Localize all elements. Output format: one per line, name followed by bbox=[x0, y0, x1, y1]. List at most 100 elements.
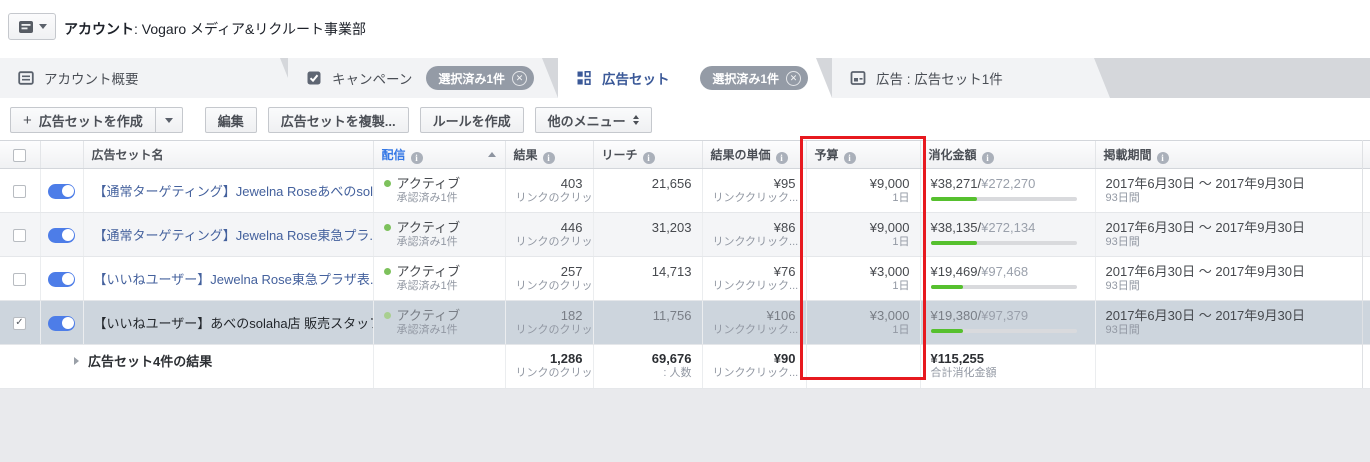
row-checkbox[interactable] bbox=[13, 185, 27, 199]
adset-name-link[interactable]: 【通常ターゲティング】Jewelna Roseあべのsol... bbox=[93, 184, 373, 199]
active-status-dot bbox=[383, 179, 391, 187]
schedule-duration: 93日間 bbox=[1105, 235, 1140, 248]
totals-reach: 69,676 bbox=[651, 351, 692, 366]
column-header-name[interactable]: 広告セット名 bbox=[83, 141, 374, 169]
results-type: リンクのクリック bbox=[515, 279, 593, 292]
approval-status: 承認済み1件 bbox=[396, 323, 458, 336]
more-menu-button[interactable]: 他のメニュー bbox=[534, 107, 652, 133]
top-bar: アカウント: Vogaro メディア&リクルート事業部 bbox=[0, 0, 1370, 58]
delivery-status: アクティブ bbox=[396, 263, 461, 279]
tab-account-overview[interactable]: アカウント概要 bbox=[0, 58, 296, 98]
edit-label: 編集 bbox=[217, 113, 244, 129]
duplicate-adset-button[interactable]: 広告セットを複製... bbox=[267, 107, 409, 133]
totals-spent: ¥115,255 bbox=[930, 351, 985, 366]
column-header-delivery[interactable]: 配信 bbox=[373, 141, 506, 169]
selected-count-badge[interactable]: 選択済み1件 ✕ bbox=[426, 66, 534, 90]
info-icon[interactable] bbox=[410, 151, 423, 164]
reach-value: 21,656 bbox=[651, 175, 692, 191]
create-rule-button[interactable]: ルールを作成 bbox=[419, 107, 524, 133]
chevron-down-icon bbox=[164, 117, 173, 123]
column-header-amount-spent[interactable]: 消化金額 bbox=[920, 141, 1096, 169]
spend-progress-fill bbox=[930, 328, 963, 333]
column-header-schedule[interactable]: 掲載期間 bbox=[1095, 141, 1370, 169]
info-icon[interactable] bbox=[775, 151, 788, 164]
edit-button[interactable]: 編集 bbox=[204, 107, 257, 133]
create-adset-label: 広告セットを作成 bbox=[38, 113, 143, 129]
budget-period: 1日 bbox=[892, 279, 910, 292]
schedule-dates: 2017年6月30日 ～ 2017年9月30日 bbox=[1105, 175, 1305, 191]
active-status-dot bbox=[383, 311, 391, 319]
tab-ads[interactable]: 広告 : 広告セット1件 bbox=[832, 58, 1110, 98]
deselect-close-icon[interactable]: ✕ bbox=[512, 71, 527, 86]
results-value: 403 bbox=[560, 175, 583, 191]
spent-value: ¥38,271/ bbox=[930, 175, 982, 191]
approval-status: 承認済み1件 bbox=[396, 235, 458, 248]
row-toggle[interactable] bbox=[48, 227, 75, 243]
budget-value: ¥3,000 bbox=[869, 263, 910, 279]
totals-results: 1,286 bbox=[549, 351, 583, 366]
expand-caret-icon bbox=[74, 356, 79, 365]
row-toggle[interactable] bbox=[48, 315, 75, 331]
row-toggle[interactable] bbox=[48, 271, 75, 287]
deselect-close-icon[interactable]: ✕ bbox=[786, 71, 801, 86]
column-header-reach[interactable]: リーチ bbox=[593, 141, 703, 169]
adset-name-link[interactable]: 【いいねユーザー】Jewelna Rose東急プラザ表... bbox=[93, 272, 373, 287]
info-icon[interactable] bbox=[542, 151, 555, 164]
totals-label: 広告セット4件の結果 bbox=[88, 354, 213, 369]
budget-value: ¥9,000 bbox=[869, 175, 910, 191]
schedule-duration: 93日間 bbox=[1105, 191, 1140, 204]
ad-icon bbox=[850, 70, 866, 86]
column-header-results[interactable]: 結果 bbox=[505, 141, 594, 169]
header-label: 広告セット名 bbox=[91, 148, 164, 162]
totals-cost: ¥90 bbox=[773, 351, 796, 366]
adset-name-link[interactable]: 【いいねユーザー】あべのsolaha店 販売スタッフ bbox=[93, 316, 373, 331]
column-header-budget[interactable]: 予算 bbox=[806, 141, 921, 169]
results-value: 182 bbox=[560, 307, 583, 323]
budget-period: 1日 bbox=[892, 323, 910, 336]
more-menu-label: 他のメニュー bbox=[547, 113, 626, 129]
header-label: 配信 bbox=[381, 147, 406, 162]
totals-expand-control[interactable]: 広告セット4件の結果 bbox=[74, 351, 363, 370]
column-divider bbox=[1362, 140, 1363, 388]
totals-row: 広告セット4件の結果 1,286リンクのクリック 69,676: 人数 ¥90リ… bbox=[0, 344, 1370, 389]
info-icon[interactable] bbox=[981, 151, 994, 164]
info-icon[interactable] bbox=[1156, 151, 1169, 164]
spend-progress-track bbox=[930, 240, 1077, 245]
info-icon[interactable] bbox=[642, 151, 655, 164]
select-all-checkbox[interactable] bbox=[13, 148, 27, 162]
info-icon[interactable] bbox=[843, 151, 856, 164]
row-checkbox[interactable] bbox=[13, 273, 27, 287]
cost-per-result-type: リンククリック... bbox=[712, 323, 799, 336]
create-adset-dropdown-button[interactable] bbox=[155, 107, 183, 133]
selected-count-badge[interactable]: 選択済み1件 ✕ bbox=[700, 66, 808, 90]
adset-name-link[interactable]: 【通常ターゲティング】Jewelna Rose東急プラ... bbox=[93, 228, 373, 243]
totals-spent-label: 合計消化金額 bbox=[930, 367, 997, 379]
tab-campaigns[interactable]: キャンペーン 選択済み1件 ✕ bbox=[288, 58, 558, 98]
header-label: 結果 bbox=[513, 147, 538, 162]
header-label: 予算 bbox=[814, 147, 839, 162]
overview-icon bbox=[18, 70, 34, 86]
budget-period: 1日 bbox=[892, 191, 910, 204]
create-rule-label: ルールを作成 bbox=[432, 113, 511, 129]
delivery-status: アクティブ bbox=[396, 175, 461, 191]
table-row: 【通常ターゲティング】Jewelna Roseあべのsol... アクティブ 承認… bbox=[0, 168, 1370, 213]
budget-value: ¥9,000 bbox=[869, 219, 910, 235]
select-all-header[interactable] bbox=[0, 141, 41, 169]
column-header-cost-per-result[interactable]: 結果の単価 bbox=[702, 141, 807, 169]
account-menu-button[interactable] bbox=[8, 13, 56, 40]
action-toolbar: + 広告セットを作成 編集 広告セットを複製... ルールを作成 他のメニュー bbox=[0, 98, 1370, 140]
tab-label: キャンペーン bbox=[332, 72, 413, 87]
create-adset-button[interactable]: + 広告セットを作成 bbox=[10, 107, 156, 133]
spent-total: ¥97,468 bbox=[981, 263, 1029, 279]
totals-cost-type: リンククリック... bbox=[712, 367, 799, 379]
row-checkbox[interactable] bbox=[13, 229, 27, 243]
header-label: 結果の単価 bbox=[710, 147, 771, 162]
schedule-duration: 93日間 bbox=[1105, 323, 1140, 336]
results-type: リンクのクリック bbox=[515, 235, 593, 248]
reach-value: 11,756 bbox=[652, 307, 692, 323]
row-checkbox-checked[interactable] bbox=[13, 317, 27, 331]
row-toggle[interactable] bbox=[48, 183, 75, 199]
tab-label: 広告セット bbox=[602, 72, 670, 87]
tab-adsets[interactable]: 広告セット 選択済み1件 ✕ bbox=[558, 58, 832, 98]
spent-value: ¥19,380/ bbox=[930, 307, 982, 323]
